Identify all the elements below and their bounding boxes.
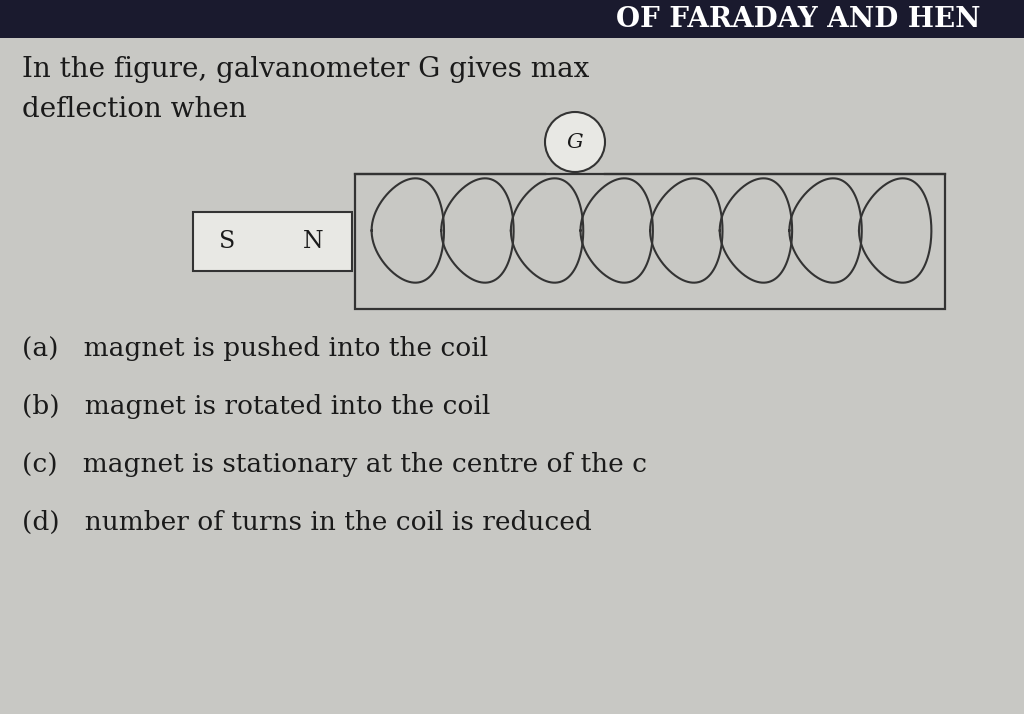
Text: N: N xyxy=(303,230,324,253)
FancyBboxPatch shape xyxy=(0,0,1024,38)
Text: (c)   magnet is stationary at the centre of the c: (c) magnet is stationary at the centre o… xyxy=(22,452,647,477)
Text: S: S xyxy=(219,230,236,253)
Text: G: G xyxy=(566,133,584,151)
Bar xyxy=(355,174,945,309)
Text: (b)   magnet is rotated into the coil: (b) magnet is rotated into the coil xyxy=(22,394,490,419)
FancyBboxPatch shape xyxy=(193,212,352,271)
Text: deflection when: deflection when xyxy=(22,96,247,123)
Text: (d)   number of turns in the coil is reduced: (d) number of turns in the coil is reduc… xyxy=(22,510,592,535)
Text: In the figure, galvanometer G gives max: In the figure, galvanometer G gives max xyxy=(22,56,590,83)
Text: (a)   magnet is pushed into the coil: (a) magnet is pushed into the coil xyxy=(22,336,488,361)
Text: OF FARADAY AND HEN: OF FARADAY AND HEN xyxy=(615,6,980,33)
Circle shape xyxy=(545,112,605,172)
